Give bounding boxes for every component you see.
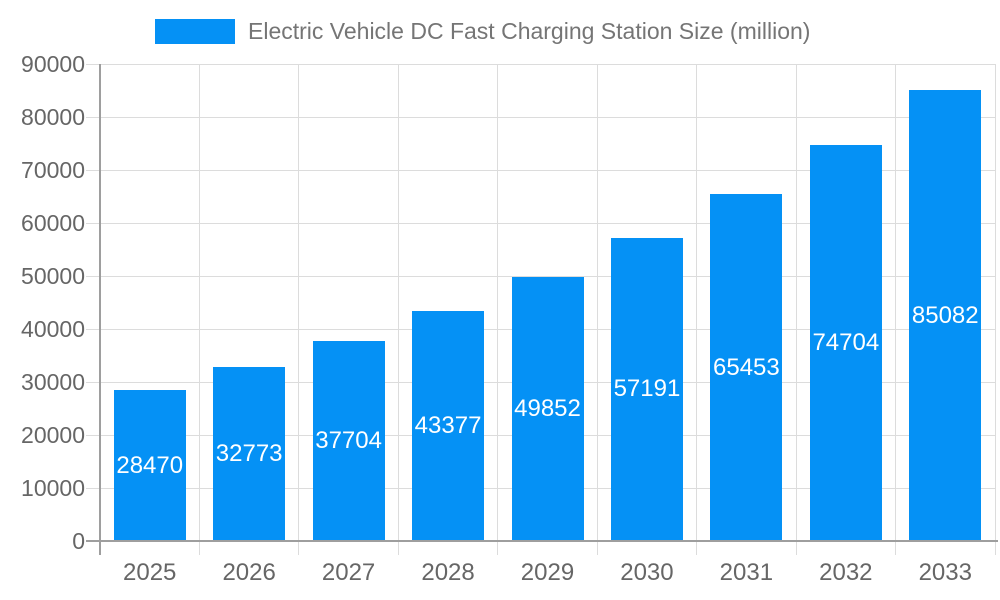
x-axis-tick bbox=[795, 541, 797, 555]
bar-value-label-2025: 28470 bbox=[116, 451, 184, 479]
bar-value-label-2032: 74704 bbox=[812, 329, 880, 357]
x-axis-tick bbox=[696, 541, 698, 555]
x-axis-tick bbox=[895, 541, 897, 555]
y-axis-line bbox=[99, 64, 101, 555]
gridline-vertical bbox=[298, 64, 300, 541]
bar-2026[interactable] bbox=[213, 367, 286, 541]
gridline-vertical bbox=[696, 64, 698, 541]
x-axis-tick bbox=[397, 541, 399, 555]
y-axis-tick bbox=[86, 381, 100, 383]
bar-2025[interactable] bbox=[113, 390, 186, 541]
x-axis-tick bbox=[298, 541, 300, 555]
x-axis-tick-label-2029: 2029 bbox=[520, 559, 575, 586]
bar-value-label-2027: 37704 bbox=[315, 427, 382, 455]
y-axis-tick bbox=[86, 116, 100, 118]
gridline-horizontal bbox=[100, 222, 995, 224]
bar-value-label-2028: 43377 bbox=[414, 412, 482, 440]
bar-2030[interactable] bbox=[610, 237, 683, 541]
y-axis-tick bbox=[86, 434, 100, 436]
y-axis-tick bbox=[86, 487, 100, 489]
y-axis-tick-label: 30000 bbox=[21, 369, 85, 395]
y-axis-tick-label: 0 bbox=[72, 528, 85, 554]
x-axis-tick bbox=[198, 541, 200, 555]
gridline-horizontal bbox=[100, 116, 995, 118]
gridline-horizontal bbox=[100, 63, 995, 65]
y-axis-tick-label: 60000 bbox=[21, 210, 85, 236]
x-axis-tick bbox=[497, 541, 499, 555]
gridline-vertical bbox=[994, 64, 996, 541]
gridline-vertical bbox=[497, 64, 499, 541]
gridline-vertical bbox=[795, 64, 797, 541]
bar-2032[interactable] bbox=[809, 145, 882, 541]
y-axis-tick-label: 10000 bbox=[21, 475, 85, 501]
legend-swatch-icon bbox=[155, 19, 235, 44]
y-axis-tick bbox=[86, 275, 100, 277]
y-axis-tick bbox=[86, 169, 100, 171]
bar-2028[interactable] bbox=[412, 311, 485, 541]
y-axis-tick-label: 90000 bbox=[21, 51, 85, 77]
x-axis-tick-label-2025: 2025 bbox=[123, 559, 177, 586]
bar-2029[interactable] bbox=[511, 276, 584, 541]
x-axis-tick bbox=[994, 541, 996, 555]
y-axis-tick-label: 80000 bbox=[21, 104, 85, 130]
x-axis-tick-label-2028: 2028 bbox=[421, 559, 475, 586]
y-axis-tick bbox=[86, 222, 100, 224]
bar-2033[interactable] bbox=[909, 90, 982, 541]
y-axis-tick bbox=[86, 328, 100, 330]
x-axis-tick-label-2026: 2026 bbox=[222, 559, 276, 586]
y-axis-tick-label: 70000 bbox=[21, 157, 85, 183]
x-axis-tick-label-2031: 2031 bbox=[719, 559, 774, 586]
x-axis-tick-label-2027: 2027 bbox=[321, 559, 376, 586]
bar-value-label-2030: 57191 bbox=[613, 375, 681, 403]
x-axis-tick bbox=[596, 541, 598, 555]
gridline-vertical bbox=[895, 64, 897, 541]
x-axis-tick-label-2033: 2033 bbox=[918, 559, 972, 586]
y-axis-tick-label: 40000 bbox=[21, 316, 85, 342]
x-axis-tick-label-2030: 2030 bbox=[620, 559, 674, 586]
legend[interactable]: Electric Vehicle DC Fast Charging Statio… bbox=[155, 19, 810, 44]
bar-value-label-2029: 49852 bbox=[514, 394, 581, 422]
bar-value-label-2026: 32773 bbox=[215, 440, 283, 468]
gridline-vertical bbox=[198, 64, 200, 541]
gridline-horizontal bbox=[100, 275, 995, 277]
bar-2031[interactable] bbox=[710, 194, 783, 541]
gridline-horizontal bbox=[100, 169, 995, 171]
chart-title: Electric Vehicle DC Fast Charging Statio… bbox=[248, 18, 811, 44]
y-axis-tick-label: 20000 bbox=[21, 422, 85, 448]
x-axis-line bbox=[86, 540, 998, 542]
bar-value-label-2033: 85082 bbox=[911, 301, 979, 329]
bar-value-label-2031: 65453 bbox=[713, 353, 780, 381]
gridline-vertical bbox=[596, 64, 598, 541]
y-axis-tick bbox=[86, 63, 100, 65]
x-axis-tick-label-2032: 2032 bbox=[819, 559, 873, 586]
bar-2027[interactable] bbox=[312, 341, 385, 541]
y-axis-tick-label: 50000 bbox=[21, 263, 85, 289]
gridline-vertical bbox=[397, 64, 399, 541]
